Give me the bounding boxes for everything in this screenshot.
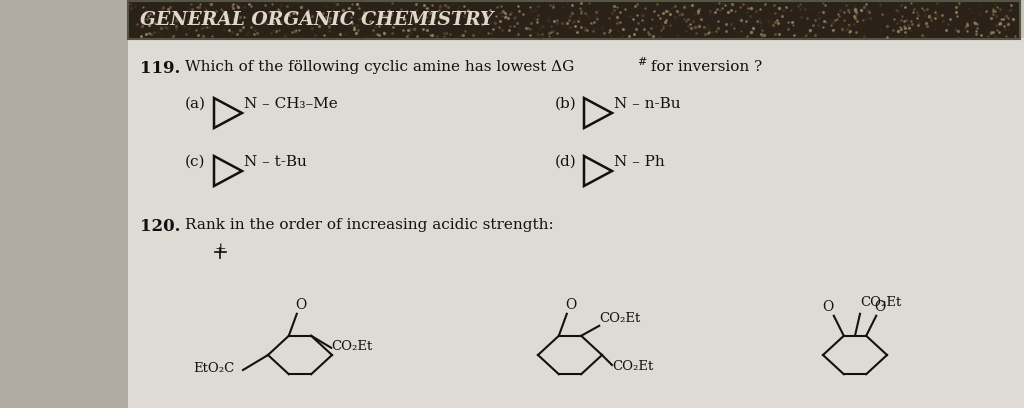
Text: (b): (b) bbox=[555, 97, 577, 111]
Text: CO₂Et: CO₂Et bbox=[612, 360, 653, 373]
Text: O: O bbox=[565, 298, 577, 312]
Text: N – t-Bu: N – t-Bu bbox=[244, 155, 307, 169]
Text: (a): (a) bbox=[185, 97, 206, 111]
FancyBboxPatch shape bbox=[0, 0, 130, 408]
Text: +: + bbox=[215, 242, 226, 256]
Text: GENERAL ORGANIC CHEMISTRY: GENERAL ORGANIC CHEMISTRY bbox=[140, 11, 494, 29]
Text: (d): (d) bbox=[555, 155, 577, 169]
Text: O: O bbox=[822, 300, 834, 314]
Text: (c): (c) bbox=[185, 155, 206, 169]
FancyBboxPatch shape bbox=[128, 1, 1020, 39]
Text: #: # bbox=[637, 57, 646, 67]
Text: for inversion ?: for inversion ? bbox=[646, 60, 762, 74]
Text: Rank in the order of increasing acidic strength:: Rank in the order of increasing acidic s… bbox=[185, 218, 554, 232]
Text: CO₂Et: CO₂Et bbox=[331, 340, 373, 353]
Text: N – n-Bu: N – n-Bu bbox=[614, 97, 681, 111]
Text: N – CH₃–Me: N – CH₃–Me bbox=[244, 97, 338, 111]
Text: 120.: 120. bbox=[140, 218, 180, 235]
Text: O: O bbox=[295, 298, 306, 312]
Text: CO₂Et: CO₂Et bbox=[599, 312, 640, 325]
Text: CO₂Et: CO₂Et bbox=[860, 296, 901, 309]
Text: EtO₂C: EtO₂C bbox=[193, 362, 234, 375]
Text: O: O bbox=[874, 300, 886, 314]
FancyBboxPatch shape bbox=[128, 38, 1024, 408]
Text: 119.: 119. bbox=[140, 60, 180, 77]
Text: N – Ph: N – Ph bbox=[614, 155, 665, 169]
Text: Which of the föllowing cyclic amine has lowest ΔG: Which of the föllowing cyclic amine has … bbox=[185, 60, 574, 74]
